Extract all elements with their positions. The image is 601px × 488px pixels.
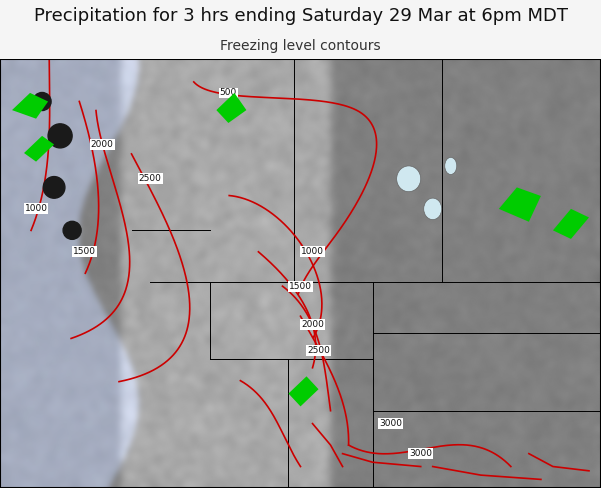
- Text: 1500: 1500: [73, 247, 96, 256]
- Polygon shape: [288, 376, 319, 407]
- Text: 3000: 3000: [379, 419, 402, 428]
- Text: Precipitation for 3 hrs ending Saturday 29 Mar at 6pm MDT: Precipitation for 3 hrs ending Saturday …: [34, 7, 567, 25]
- Text: 1000: 1000: [25, 204, 47, 213]
- Text: 3000: 3000: [409, 449, 432, 458]
- Circle shape: [33, 93, 51, 110]
- Text: 2000: 2000: [91, 140, 114, 149]
- Circle shape: [43, 177, 65, 198]
- Polygon shape: [499, 187, 541, 222]
- Polygon shape: [24, 136, 54, 162]
- Text: 2000: 2000: [301, 320, 324, 329]
- Polygon shape: [553, 209, 589, 239]
- Polygon shape: [12, 93, 48, 119]
- Circle shape: [48, 124, 72, 148]
- Text: Freezing level contours: Freezing level contours: [220, 39, 381, 53]
- Text: 2500: 2500: [307, 346, 330, 355]
- Ellipse shape: [424, 198, 442, 220]
- Polygon shape: [216, 93, 246, 123]
- Text: 2500: 2500: [139, 174, 162, 183]
- Text: 500: 500: [220, 88, 237, 98]
- Text: 1500: 1500: [289, 282, 312, 291]
- Ellipse shape: [397, 166, 421, 192]
- Text: 1000: 1000: [301, 247, 324, 256]
- Circle shape: [63, 222, 81, 239]
- Ellipse shape: [445, 157, 457, 175]
